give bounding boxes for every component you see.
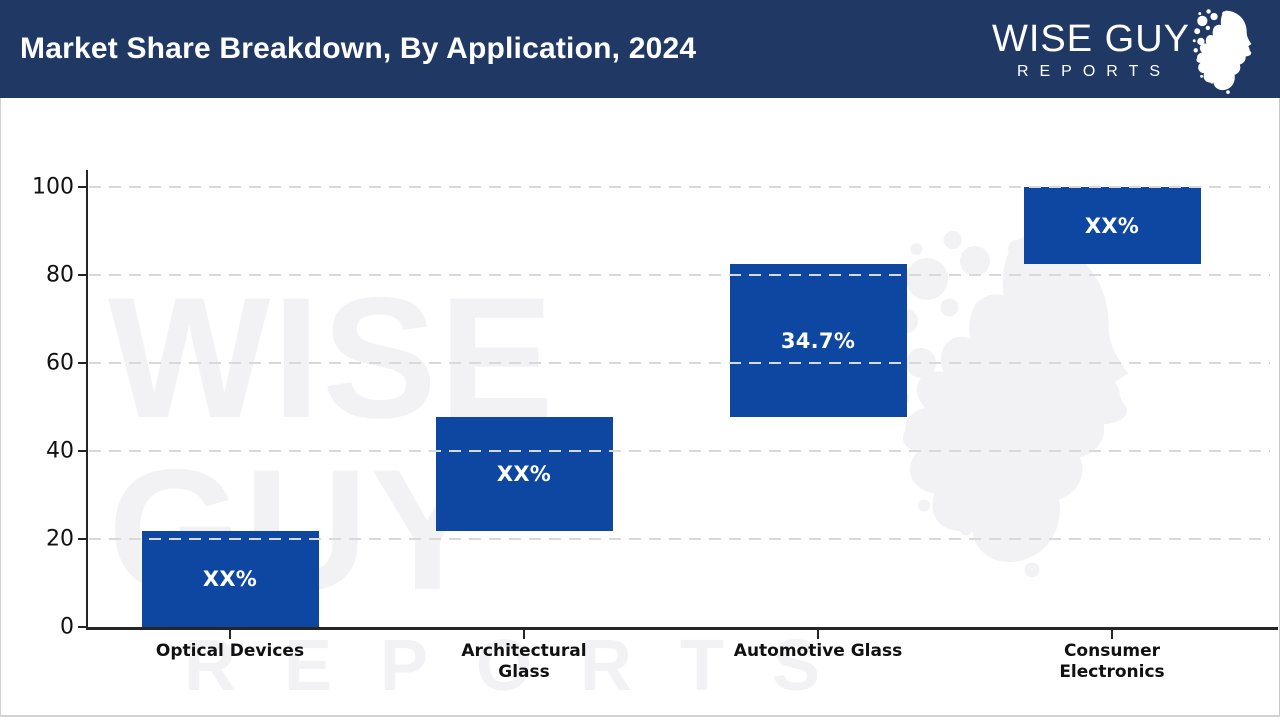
bar-optical-devices: XX% [141,531,319,627]
grid-line-80 [89,274,1270,276]
bar-value-label-consumer-electronics: XX% [1084,213,1140,238]
logo-wordmark: WISE GUY [991,18,1190,60]
bar-value-label-optical-devices: XX% [202,567,258,592]
grid-line-60 [89,362,1270,364]
logo-text: WISE GUY REPORTS [992,18,1190,81]
x-tick-optical-devices [229,630,231,639]
y-tick-label-80: 80 [46,262,74,288]
y-tick-label-20: 20 [46,526,74,552]
header-bar: Market Share Breakdown, By Application, … [0,0,1280,98]
grid-line-40 [89,450,1270,452]
x-tick-consumer-electronics [1111,630,1113,639]
chart-title: Market Share Breakdown, By Application, … [20,32,697,65]
bar-value-label-automotive-glass: 34.7% [780,328,856,353]
x-tick-architectural-glass [523,630,525,639]
x-tick-label-architectural-glass: Architectural Glass [461,641,587,682]
y-tick-label-0: 0 [60,614,74,640]
x-tick-label-consumer-electronics: Consumer Electronics [1059,641,1165,682]
y-tick-60 [78,362,86,364]
bar-value-label-architectural-glass: XX% [496,462,552,487]
grid-line-20 [89,538,1270,540]
y-axis [86,170,88,629]
y-tick-label-60: 60 [46,350,74,376]
x-axis [86,627,1278,630]
y-tick-label-100: 100 [32,174,74,200]
y-tick-20 [78,538,86,540]
y-tick-40 [78,450,86,452]
x-tick-label-automotive-glass: Automotive Glass [733,641,903,661]
x-tick-label-optical-devices: Optical Devices [155,641,305,661]
bar-automotive-glass: 34.7% [729,264,907,418]
y-tick-100 [78,186,86,188]
grid-line-100 [89,186,1270,188]
y-tick-80 [78,274,86,276]
logo-subtitle: REPORTS [1016,63,1172,80]
y-tick-label-40: 40 [46,438,74,464]
y-tick-0 [78,626,86,628]
x-tick-automotive-glass [817,630,819,639]
bar-consumer-electronics: XX% [1023,187,1201,265]
bar-architectural-glass: XX% [435,417,613,532]
wiseguy-logo: WISE GUY REPORTS [992,4,1268,94]
